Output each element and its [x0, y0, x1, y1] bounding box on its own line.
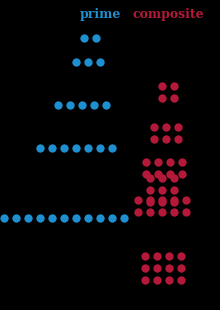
- Text: composite: composite: [132, 8, 204, 21]
- Text: prime: prime: [79, 8, 121, 21]
